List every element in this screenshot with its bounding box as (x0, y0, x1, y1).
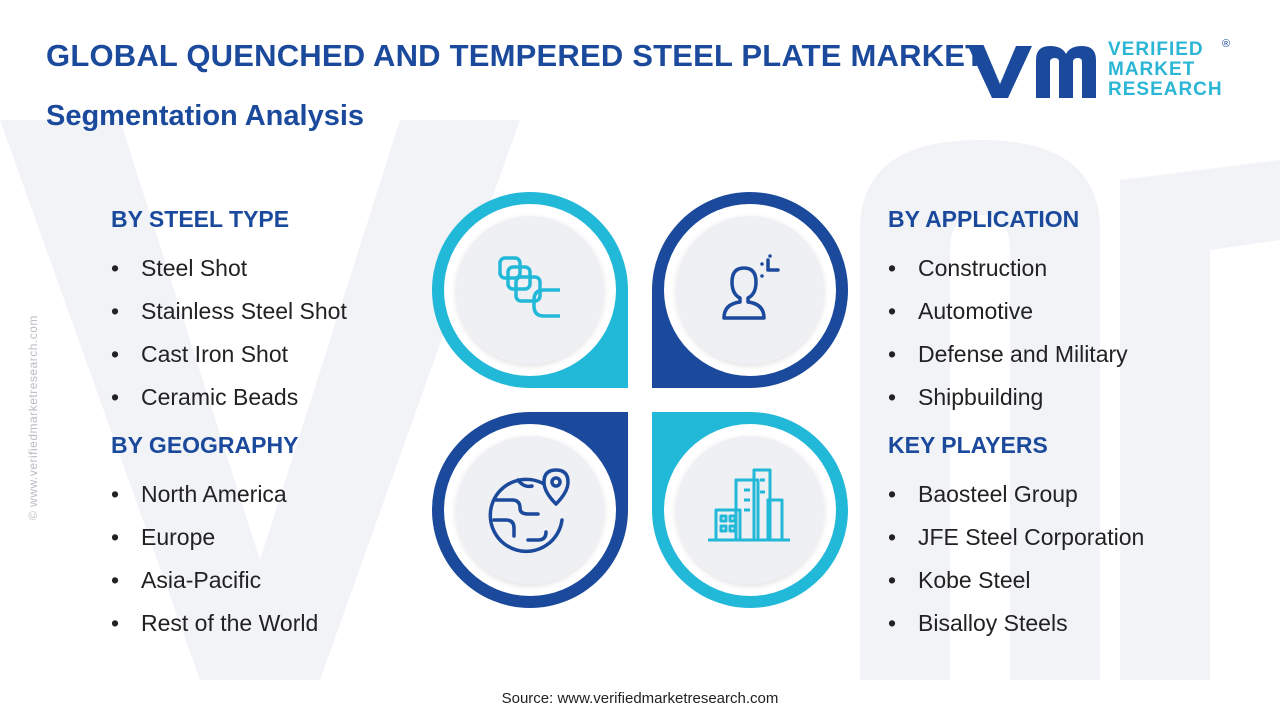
list-item: • Stainless Steel Shot (111, 290, 347, 333)
bullet-icon: • (111, 384, 120, 410)
city-buildings-icon (708, 468, 790, 542)
list-item-label: Automotive (918, 298, 1034, 324)
list-item-label: Kobe Steel (918, 567, 1031, 593)
bullet-icon: • (888, 481, 897, 507)
list-item: • Construction (888, 247, 1128, 290)
segment-heading: KEY PLAYERS (888, 432, 1048, 458)
registered-mark: ® (1222, 38, 1231, 50)
bullet-icon: • (111, 567, 120, 593)
list-item: • Steel Shot (111, 247, 347, 290)
bullet-icon: • (111, 610, 120, 636)
list-item-label: Stainless Steel Shot (141, 298, 347, 324)
page-subtitle: Segmentation Analysis (46, 100, 365, 132)
segment-steel-type: BY STEEL TYPE • Steel Shot • Stainless Ste… (111, 206, 347, 419)
segmentation-diagram (432, 192, 848, 608)
bullet-icon: • (111, 341, 120, 367)
list-item-label: Construction (918, 255, 1048, 281)
list-item-label: Defense and Military (918, 341, 1128, 367)
list-item: • Europe (111, 516, 318, 559)
list-item: • Ceramic Beads (111, 376, 347, 419)
segment-list: • Construction • Automotive • Defense and M… (888, 247, 1128, 419)
source-caption: Source: www.verifiedmarketresearch.com (501, 690, 779, 707)
list-item: • Kobe Steel (888, 559, 1144, 602)
bullet-icon: • (111, 524, 120, 550)
list-item-label: Europe (141, 524, 216, 550)
petal-application (652, 192, 848, 388)
segment-heading: BY GEOGRAPHY (111, 432, 299, 458)
list-item-label: Shipbuilding (918, 384, 1044, 410)
cubes-icon (498, 256, 560, 318)
petal-steel-type (432, 192, 628, 388)
segment-application: BY APPLICATION • Construction • Automotive… (888, 206, 1128, 419)
segment-geography: BY GEOGRAPHY • North America • Europe • Asi… (111, 432, 318, 645)
list-item: • JFE Steel Corporation (888, 516, 1144, 559)
segment-key-players: KEY PLAYERS • Baosteel Group • JFE Steel C… (888, 432, 1144, 645)
bullet-icon: • (111, 255, 120, 281)
user-focus-icon (722, 254, 780, 320)
bullet-icon: • (888, 255, 897, 281)
side-url-watermark: © www.verifiedmarketresearch.com (26, 315, 40, 520)
list-item: • Defense and Military (888, 333, 1128, 376)
logo-wordmark: VERIFIED MARKET RESEARCH (1108, 40, 1223, 100)
list-item: • Automotive (888, 290, 1128, 333)
segment-heading: BY APPLICATION (888, 206, 1080, 232)
logo-line-market: MARKET (1108, 59, 1196, 80)
list-item: • Cast Iron Shot (111, 333, 347, 376)
list-item: • Bisalloy Steels (888, 602, 1144, 645)
vmr-logo-mark (968, 46, 1096, 98)
petal-key-players (652, 412, 848, 608)
segment-list: • Baosteel Group • JFE Steel Corporation •… (888, 473, 1144, 645)
logo-line-verified: VERIFIED (1108, 39, 1204, 60)
list-item-label: Cast Iron Shot (141, 341, 289, 367)
bullet-icon: • (888, 341, 897, 367)
bullet-icon: • (888, 610, 897, 636)
bullet-icon: • (888, 524, 897, 550)
logo-line-research: RESEARCH (1108, 79, 1223, 100)
list-item: • Shipbuilding (888, 376, 1128, 419)
globe-location-icon (488, 468, 570, 554)
bullet-icon: • (888, 384, 897, 410)
petal-geography (432, 412, 628, 608)
list-item: • Asia-Pacific (111, 559, 318, 602)
segment-heading: BY STEEL TYPE (111, 206, 290, 232)
segment-list: • Steel Shot • Stainless Steel Shot • Cast … (111, 247, 347, 419)
list-item-label: Bisalloy Steels (918, 610, 1068, 636)
list-item: • Rest of the World (111, 602, 318, 645)
list-item-label: Baosteel Group (918, 481, 1078, 507)
list-item-label: Steel Shot (141, 255, 248, 281)
list-item-label: Rest of the World (141, 610, 319, 636)
segment-list: • North America • Europe • Asia-Pacific • Re… (111, 473, 318, 645)
bullet-icon: • (111, 298, 120, 324)
bullet-icon: • (111, 481, 120, 507)
page-title: GLOBAL QUENCHED AND TEMPERED STEEL PLATE… (46, 38, 985, 73)
list-item: • North America (111, 473, 318, 516)
list-item-label: JFE Steel Corporation (918, 524, 1145, 550)
list-item-label: North America (141, 481, 287, 507)
list-item: • Baosteel Group (888, 473, 1144, 516)
company-logo: VERIFIED MARKET RESEARCH ® (966, 38, 1236, 102)
list-item-label: Ceramic Beads (141, 384, 299, 410)
bullet-icon: • (888, 298, 897, 324)
bullet-icon: • (888, 567, 897, 593)
list-item-label: Asia-Pacific (141, 567, 262, 593)
